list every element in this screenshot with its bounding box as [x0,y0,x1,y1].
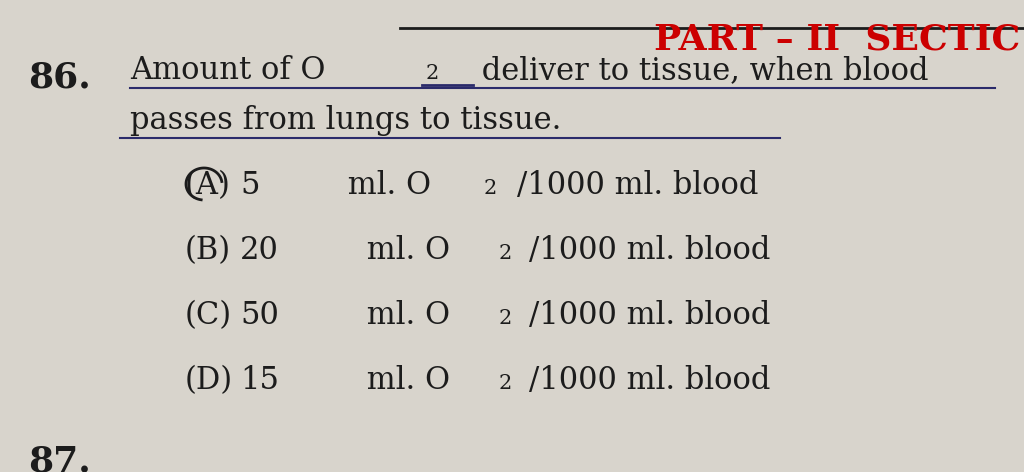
Text: /1000 ml. blood: /1000 ml. blood [528,235,770,266]
Text: /1000 ml. blood: /1000 ml. blood [528,300,770,331]
Text: 50: 50 [240,300,279,331]
Text: 2: 2 [499,309,512,328]
Text: PART – II  SECTIC: PART – II SECTIC [653,22,1020,56]
Text: 2: 2 [425,64,438,83]
Text: deliver to tissue, when blood: deliver to tissue, when blood [472,55,929,86]
Text: 2: 2 [499,374,512,393]
Text: passes from lungs to tissue.: passes from lungs to tissue. [130,105,561,136]
Text: (C): (C) [185,300,232,331]
Text: /1000 ml. blood: /1000 ml. blood [528,365,770,396]
Text: /1000 ml. blood: /1000 ml. blood [517,170,759,201]
Text: 87.: 87. [28,445,91,472]
Text: 2: 2 [483,179,497,198]
Text: ml. O: ml. O [357,300,450,331]
Text: 86.: 86. [28,60,91,94]
Text: ml. O: ml. O [357,235,450,266]
Text: ml. O: ml. O [357,365,451,396]
Text: (D): (D) [185,365,233,396]
Text: 5: 5 [240,170,259,201]
Text: 20: 20 [240,235,279,266]
Text: (A): (A) [185,170,230,201]
Text: ml. O: ml. O [338,170,431,201]
Text: Amount of O: Amount of O [130,55,326,86]
Text: 2: 2 [499,244,512,263]
Text: (B): (B) [185,235,231,266]
Text: 15: 15 [240,365,279,396]
